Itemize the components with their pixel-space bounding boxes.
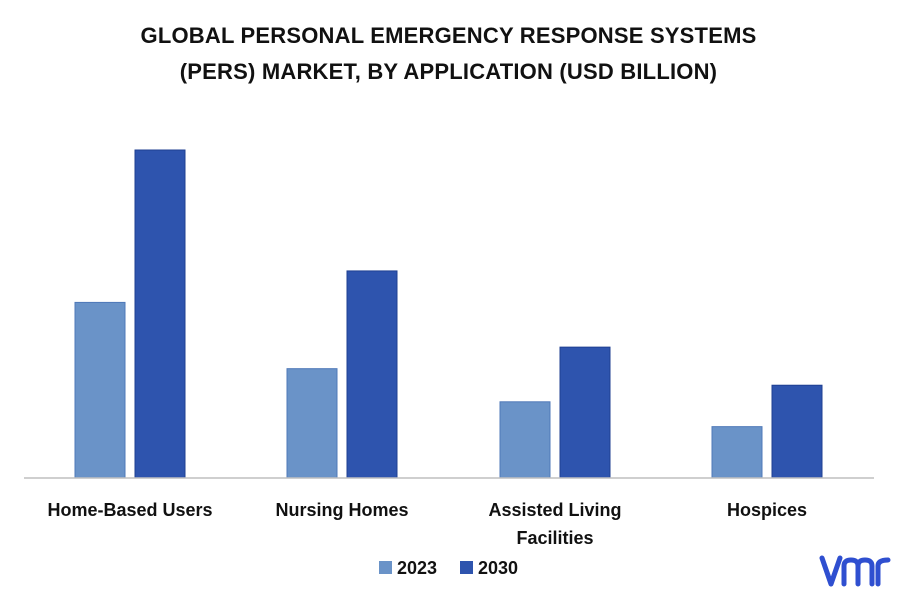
legend-swatch-2023 xyxy=(379,561,392,574)
x-axis-labels: Home-Based Users Nursing Homes Assisted Li… xyxy=(47,500,807,548)
bar-2023-2 xyxy=(499,401,551,479)
legend-swatch-2030 xyxy=(460,561,473,574)
bar-2030-0 xyxy=(134,149,186,479)
bar-2023-0 xyxy=(74,301,126,479)
bar-2023-3 xyxy=(711,426,763,479)
vmr-logo-mark xyxy=(819,555,891,587)
legend: 2023 2030 xyxy=(379,558,518,578)
legend-label-2023: 2023 xyxy=(397,558,437,578)
x-tick-label: Home-Based Users xyxy=(47,500,212,520)
chart-title: GLOBAL PERSONAL EMERGENCY RESPONSE SYSTE… xyxy=(0,18,897,90)
x-tick-label: Assisted Living xyxy=(488,500,621,520)
legend-label-2030: 2030 xyxy=(478,558,518,578)
bars-group xyxy=(74,149,823,479)
x-tick-label: Nursing Homes xyxy=(275,500,408,520)
bar-2023-1 xyxy=(286,368,338,479)
bar-2030-1 xyxy=(346,270,398,479)
bar-2030-2 xyxy=(559,346,611,479)
chart-title-line-2: (PERS) MARKET, BY APPLICATION (USD BILLI… xyxy=(179,59,718,84)
x-tick-label: Hospices xyxy=(727,500,807,520)
x-tick-label: Facilities xyxy=(516,528,593,548)
chart-title-line-1: GLOBAL PERSONAL EMERGENCY RESPONSE SYSTE… xyxy=(140,23,757,48)
vmr-logo xyxy=(819,555,891,587)
bar-2030-3 xyxy=(771,384,823,479)
